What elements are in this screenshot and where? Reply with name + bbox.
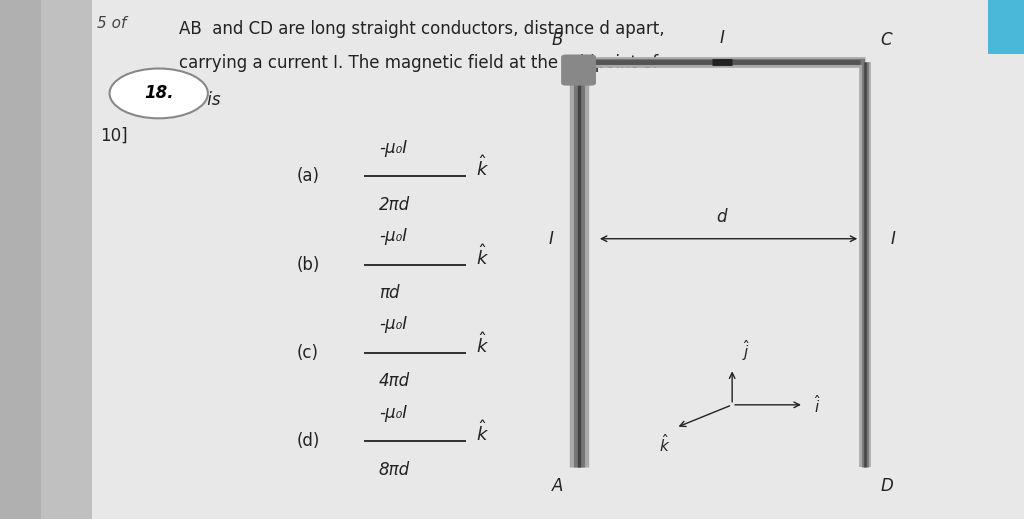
Text: B: B [552,31,563,49]
Text: (b): (b) [297,256,321,274]
Text: $\hat{k}$: $\hat{k}$ [476,420,489,445]
Text: $\hat{k}$: $\hat{k}$ [659,433,671,455]
Text: 2πd: 2πd [379,196,410,214]
FancyBboxPatch shape [561,54,596,86]
Text: I: I [548,230,553,248]
Text: πd: πd [379,284,399,302]
Text: $\hat{k}$: $\hat{k}$ [476,332,489,357]
Text: I: I [891,230,896,248]
Circle shape [110,69,208,118]
Text: BC is: BC is [179,91,221,109]
Text: C: C [881,31,892,49]
Text: d: d [717,208,727,226]
Bar [0,0,92,519]
Bar [988,0,1024,54]
Text: $\hat{i}$: $\hat{i}$ [814,394,821,416]
Text: -μ₀I: -μ₀I [379,227,407,245]
Text: carrying a current I. The magnetic field at the midpoint of: carrying a current I. The magnetic field… [179,54,658,73]
Text: (c): (c) [297,344,318,362]
Text: $\hat{k}$: $\hat{k}$ [476,244,489,268]
Bar [0,0,41,519]
Text: 4πd: 4πd [379,373,410,390]
Text: 8πd: 8πd [379,461,410,479]
Text: (d): (d) [297,432,321,450]
Text: -μ₀I: -μ₀I [379,139,407,157]
Text: $\hat{j}$: $\hat{j}$ [742,338,751,363]
Text: -μ₀I: -μ₀I [379,316,407,333]
Text: I: I [720,29,724,47]
Text: AB  and CD are long straight conductors, distance d apart,: AB and CD are long straight conductors, … [179,20,665,38]
Text: $\hat{k}$: $\hat{k}$ [476,156,489,180]
Text: D: D [881,477,893,496]
Text: 10]: 10] [100,127,128,145]
Text: 5 of: 5 of [97,16,127,31]
Text: (a): (a) [297,168,319,185]
Text: -μ₀I: -μ₀I [379,404,407,421]
Text: 18.: 18. [144,85,173,102]
Text: A: A [552,477,563,496]
